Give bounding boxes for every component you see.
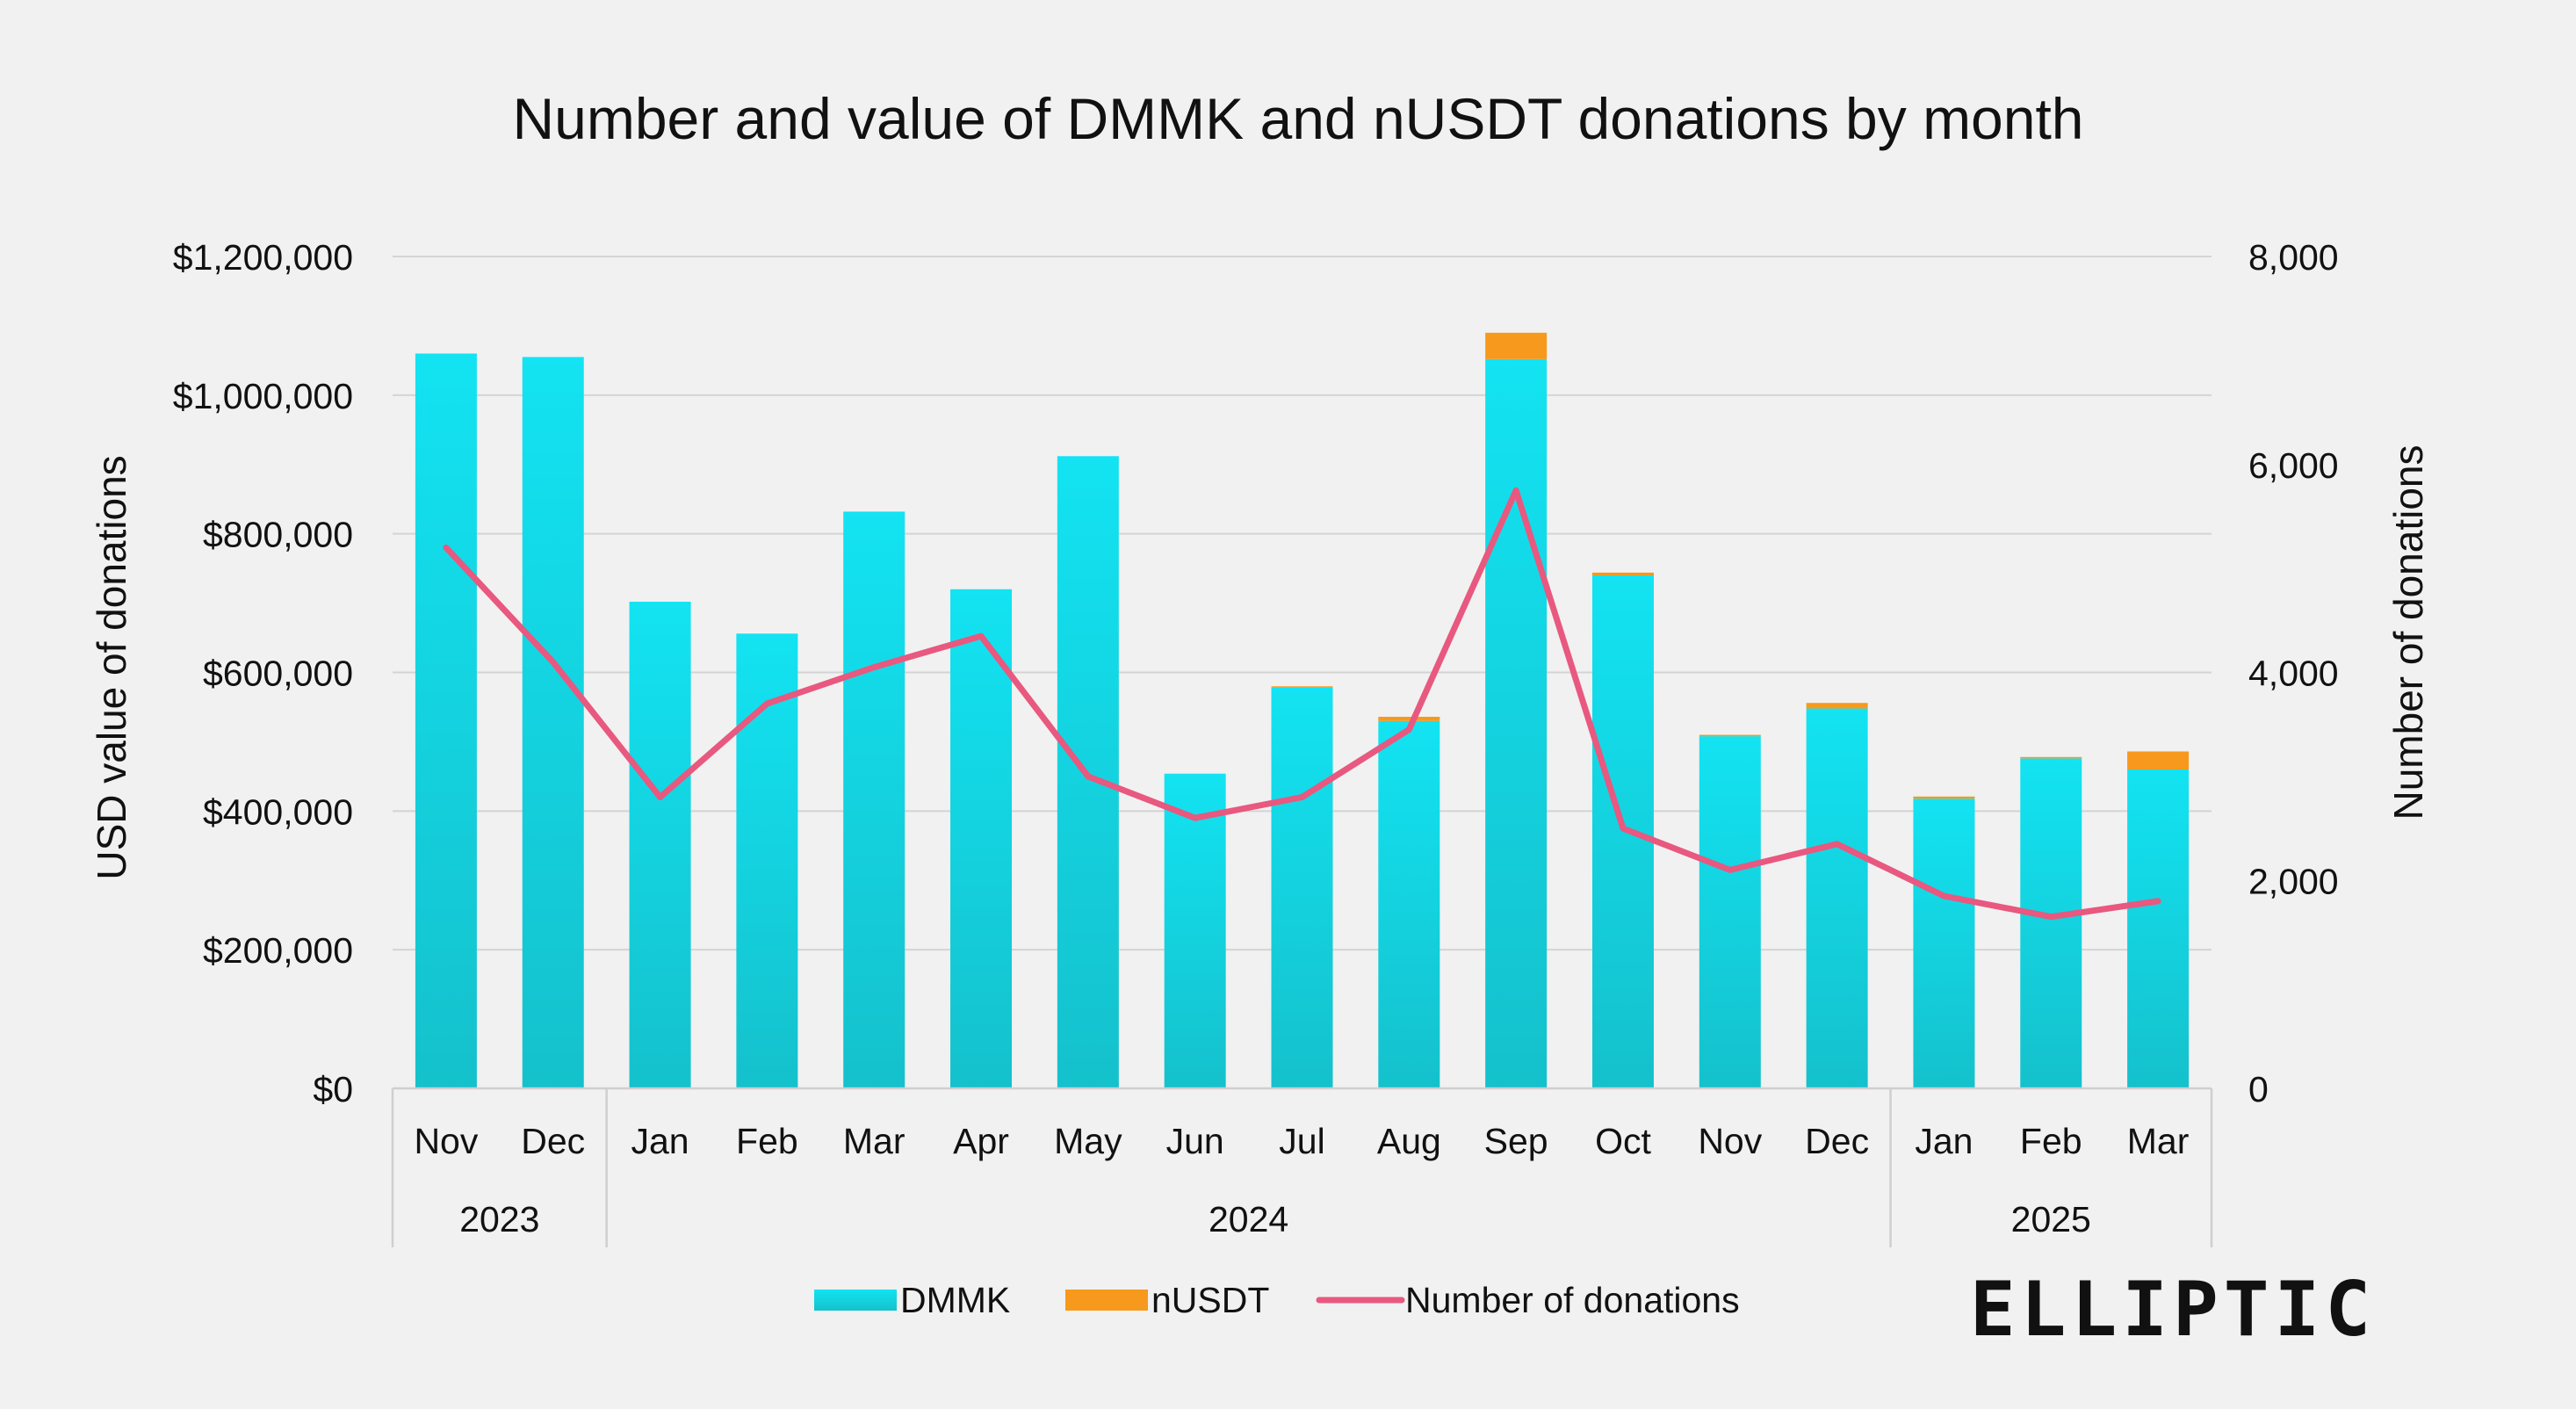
chart-title: Number and value of DMMK and nUSDT donat… [512,86,2083,151]
x-tick-label: Jun [1166,1121,1224,1161]
x-tick-label: Feb [2020,1121,2082,1161]
line-point [1086,775,1089,777]
bar-dmmk [1591,575,1654,1088]
elliptic-logo: ELLIPTIC [1970,1266,2376,1354]
line-series-number-of-donations [443,487,2161,921]
line-point [1515,489,1518,492]
x-tick-label: Nov [1698,1121,1762,1161]
line-point [766,703,768,705]
x-tick-label: Feb [736,1121,798,1161]
y2-tick-label: 4,000 [2248,654,2339,694]
bar-nusdt [1913,796,1975,799]
line-point [1301,796,1303,798]
y-tick-label: $400,000 [203,791,353,832]
line-point [1943,895,1945,898]
bar-dmmk [1378,720,1440,1088]
bar-dmmk [2020,758,2082,1088]
line-point [1728,869,1731,871]
bar-dmmk [1806,708,1868,1088]
bar-dmmk [1913,798,1975,1088]
x-tick-label: May [1054,1121,1122,1161]
year-label: 2024 [1209,1199,1288,1239]
year-label: 2025 [2011,1199,2091,1239]
y-tick-label: $1,200,000 [173,237,353,278]
bar-nusdt [2020,756,2082,759]
bar-nusdt [1485,332,1548,359]
line-point [2050,915,2053,918]
bar-dmmk [2127,769,2190,1088]
legend-label-dmmk: DMMK [900,1280,1010,1320]
y-tick-label: $800,000 [203,515,353,555]
bars [415,332,2190,1089]
y-tick-label: $0 [313,1069,353,1109]
bar-nusdt [1806,703,1868,709]
x-tick-label: Dec [521,1121,585,1161]
x-tick-label: Mar [2127,1121,2190,1161]
y2-tick-label: 0 [2248,1069,2269,1109]
x-tick-label: Oct [1595,1121,1651,1161]
gridlines [393,256,2212,951]
bar-nusdt [1271,686,1333,688]
bar-dmmk [629,602,691,1088]
line-point [980,635,983,638]
legend-swatch-nusdt [1065,1290,1148,1311]
bar-nusdt [2127,751,2190,770]
bar-nusdt [1591,572,1654,576]
line-point [444,546,447,549]
donations-line [443,487,2161,921]
bar-dmmk [522,357,584,1088]
x-tick-label: Mar [843,1121,906,1161]
y2-tick-label: 6,000 [2248,445,2339,486]
line-point [1408,728,1411,731]
x-tick-label: Sep [1484,1121,1548,1161]
y-tick-label: $1,000,000 [173,376,353,416]
line-point [2157,900,2160,902]
bar-dmmk [736,633,798,1088]
legend-label-nusdt: nUSDT [1151,1280,1269,1320]
y2-tick-label: 2,000 [2248,861,2339,901]
bar-nusdt [1378,717,1440,721]
bar-dmmk [415,353,477,1088]
y-tick-label: $600,000 [203,654,353,694]
axes: $0 $200,000 $400,000 $600,000 $800,000 $1,000… [173,237,2339,1247]
x-tick-label: Jan [1915,1121,1973,1161]
x-tick-label: Nov [414,1121,478,1161]
y2-tick-label: 8,000 [2248,237,2339,278]
line-point [552,661,554,663]
legend: DMMK nUSDT Number of donations [814,1280,1740,1320]
y2-axis-label: Number of donations [2385,444,2431,820]
line-point [1194,817,1196,820]
x-tick-label: Jan [631,1121,689,1161]
bar-nusdt [1699,734,1761,737]
bar-dmmk [1271,687,1333,1088]
bar-dmmk [843,511,906,1088]
bar-dmmk [1699,736,1761,1088]
bar-dmmk [1485,358,1548,1089]
line-point [659,796,661,798]
x-tick-label: Apr [953,1121,1009,1161]
y-tick-label: $200,000 [203,930,353,971]
x-tick-label: Aug [1377,1121,1441,1161]
x-tick-label: Dec [1805,1121,1869,1161]
bar-dmmk [1164,773,1226,1088]
line-point [873,666,876,668]
legend-label-number-of-donations: Number of donations [1405,1280,1740,1320]
bar-dmmk [950,589,1013,1088]
line-point [1836,842,1838,845]
line-point [1621,827,1624,830]
year-label: 2023 [459,1199,539,1239]
legend-swatch-dmmk [814,1290,897,1311]
y-axis-label: USD value of donations [89,455,134,879]
x-tick-label: Jul [1279,1121,1324,1161]
